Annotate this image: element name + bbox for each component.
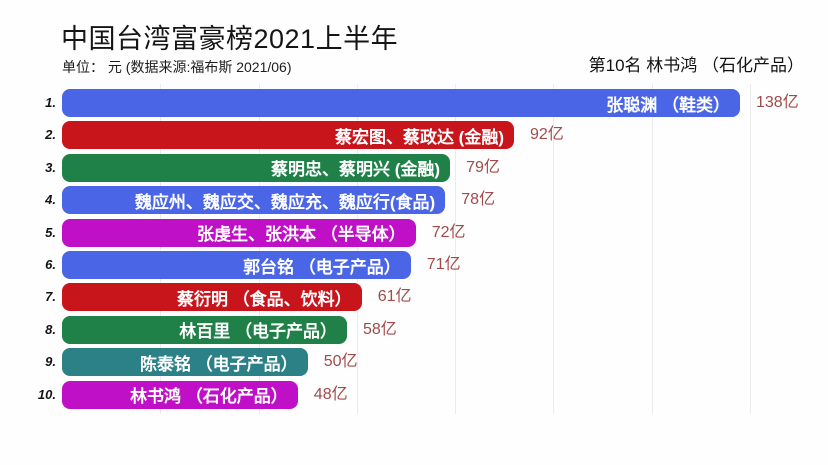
value-label: 78亿 — [461, 191, 495, 209]
bar-row: 2. 蔡宏图、蔡政达 (金融) 92亿 — [0, 121, 828, 150]
rank-label: 10. — [37, 386, 56, 402]
chart-subtitle: 单位： 元 (数据来源:福布斯 2021/06) — [62, 59, 292, 75]
value-label: 72亿 — [431, 223, 466, 241]
value-label: 138亿 — [756, 94, 799, 111]
rank-label: 7. — [45, 289, 56, 305]
bar: 林百里 （电子产品） — [62, 315, 347, 344]
current-leader-label: 第10名 林书鸿 （石化产品） — [588, 56, 804, 75]
rank-label: 5. — [45, 224, 56, 240]
bar: 林书鸿 （石化产品） — [62, 380, 298, 409]
rank-label: 4. — [45, 192, 56, 208]
bar-row: 8. 林百里 （电子产品） 58亿 — [0, 315, 828, 344]
bar: 蔡衍明 （食品、饮料） — [62, 283, 362, 312]
bar-row: 6. 郭台铭 （电子产品） 71亿 — [0, 251, 828, 279]
bar: 蔡明忠、蔡明兴 (金融) — [62, 153, 451, 182]
gridline — [160, 84, 162, 414]
bar-row: 1. 张聪渊 （鞋类） 138亿 — [0, 89, 828, 117]
bar-label: 林书鸿 （石化产品） — [130, 387, 288, 407]
bar: 陈泰铭 （电子产品） — [62, 348, 308, 377]
bar-label: 林百里 （电子产品） — [179, 322, 337, 342]
bar: 魏应州、魏应交、魏应充、魏应行(食品) — [62, 186, 446, 215]
bar-row: 9. 陈泰铭 （电子产品） 50亿 — [0, 348, 828, 377]
bar-row: 10. 林书鸿 （石化产品） 48亿 — [0, 380, 828, 409]
bar: 郭台铭 （电子产品） — [62, 251, 411, 279]
bar: 张聪渊 （鞋类） — [62, 89, 740, 117]
bar-label: 郭台铭 （电子产品） — [243, 257, 401, 277]
bar-label: 蔡明忠、蔡明兴 (金融) — [271, 160, 441, 180]
bar-label: 张虔生、张洪本 （半导体） — [196, 225, 406, 245]
gridline — [356, 84, 358, 414]
bar-row: 3. 蔡明忠、蔡明兴 (金融) 79亿 — [0, 153, 828, 182]
bar-label: 蔡宏图、蔡政达 (金融) — [334, 127, 504, 147]
bar: 张虔生、张洪本 （半导体） — [62, 218, 416, 247]
gridline — [258, 84, 260, 414]
bar-label: 张聪渊 （鞋类） — [606, 95, 730, 115]
rank-label: 1. — [45, 95, 56, 110]
rank-label: 6. — [45, 257, 56, 272]
rank-label: 8. — [45, 321, 56, 337]
value-label: 58亿 — [363, 320, 397, 338]
chart-title: 中国台湾富豪榜2021上半年 — [61, 24, 399, 54]
bar-label: 陈泰铭 （电子产品） — [139, 354, 298, 374]
value-label: 61亿 — [377, 288, 412, 306]
bar-row: 7. 蔡衍明 （食品、饮料） 61亿 — [0, 283, 828, 312]
value-label: 79亿 — [466, 158, 500, 176]
gridline — [455, 84, 456, 414]
gridline — [749, 84, 751, 414]
gridline — [553, 84, 555, 414]
rank-label: 2. — [45, 127, 56, 143]
rank-label: 9. — [45, 354, 56, 370]
gridline — [651, 84, 653, 414]
bar-row: 5. 张虔生、张洪本 （半导体） 72亿 — [0, 218, 828, 247]
bar: 蔡宏图、蔡政达 (金融) — [62, 121, 514, 150]
rank-label: 3. — [45, 159, 56, 175]
value-label: 48亿 — [313, 385, 348, 403]
bar-row: 4. 魏应州、魏应交、魏应充、魏应行(食品) 78亿 — [0, 186, 828, 215]
value-label: 92亿 — [530, 126, 564, 144]
value-label: 50亿 — [323, 353, 358, 371]
bar-label: 魏应州、魏应交、魏应充、魏应行(食品) — [134, 192, 436, 212]
value-label: 71亿 — [426, 256, 461, 273]
bar-label: 蔡衍明 （食品、饮料） — [176, 289, 352, 309]
